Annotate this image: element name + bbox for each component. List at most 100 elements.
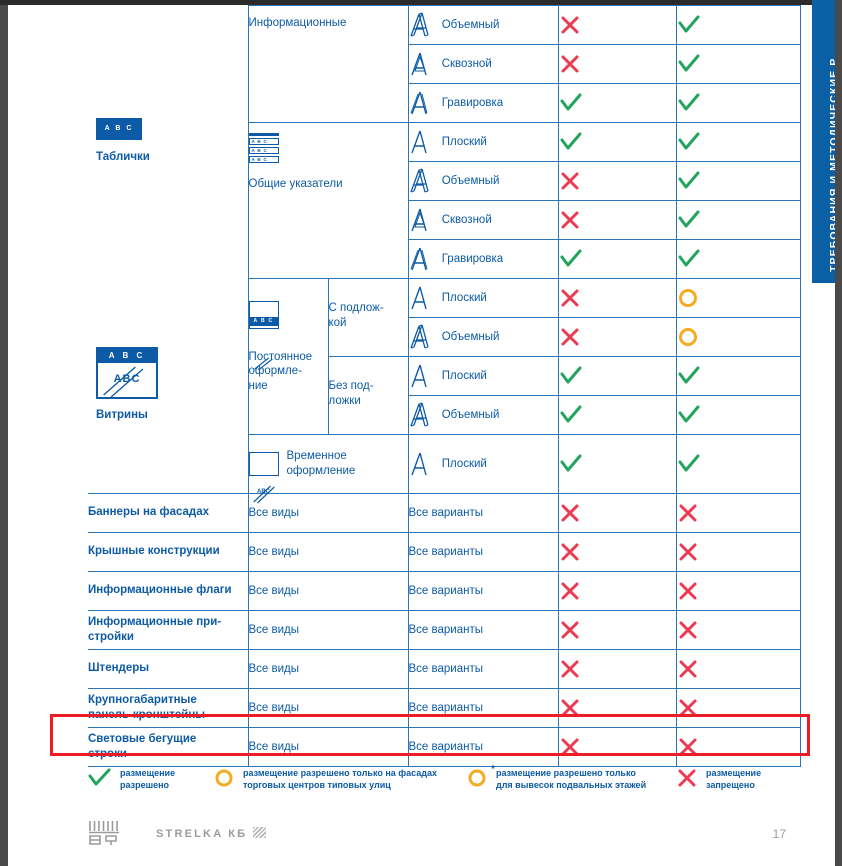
category-label: Таблички: [96, 150, 150, 163]
cross-red-icon: [676, 767, 698, 793]
mark-cell-col1: [557, 200, 677, 240]
group-cell-vremennoe: ABC Временное оформление: [247, 434, 409, 503]
letter-a-engraving-icon: [410, 247, 427, 271]
legend-label: размещение запрещено: [706, 768, 762, 791]
mark-cell-col2: [675, 317, 801, 357]
mark-cell-col1: [557, 570, 677, 611]
row-label: Баннеры на фасадах: [88, 492, 248, 533]
row-label: Информационные при- стройки: [88, 609, 248, 650]
technique-cell: Объемный: [407, 317, 559, 357]
cross-red-icon: [679, 699, 697, 716]
mark-cell-col2: [675, 122, 801, 162]
viewer-left-gutter: [0, 0, 8, 866]
technique-cell: Плоский: [407, 278, 559, 318]
technique-label: Плоский: [441, 370, 487, 382]
row-label: Световые бегущие строки: [88, 726, 248, 767]
mark-cell-col2: [675, 44, 801, 84]
mark-cell-col2: [675, 278, 801, 318]
check-green-icon: [678, 93, 700, 111]
document-page: A B C Таблички Информационные: [8, 5, 835, 866]
directory-icon: A B C A B C A B C: [248, 133, 279, 167]
check-green-icon: [560, 249, 582, 267]
mark-cell-col2: [675, 648, 801, 689]
slash-lines-icon: [252, 485, 275, 503]
table-row: Объемный: [88, 395, 801, 435]
table-row: A B C Таблички Информационные: [88, 5, 801, 279]
subgroup-cell-s-podlozhkoy: С подлож- кой: [327, 278, 409, 357]
showcase-abc-icon: A B C ABC: [96, 346, 158, 399]
cross-red-icon: [561, 582, 579, 599]
strelka-mark-icon: [253, 827, 267, 838]
row-label: Крупногабаритные панель-кронштейны: [88, 687, 248, 728]
mark-cell-col2: [675, 356, 801, 396]
check-green-icon: [678, 210, 700, 228]
technique-label: Сквозной: [441, 214, 492, 226]
check-green-icon: [678, 171, 700, 189]
mark-cell-col2: [675, 434, 801, 494]
slash-lines-icon: [103, 366, 144, 398]
cross-red-icon: [679, 660, 697, 677]
technique-label: Плоский: [441, 292, 487, 304]
row-kinds: Все виды: [247, 570, 409, 611]
technique-label: Объемный: [441, 409, 500, 421]
check-green-icon: [560, 405, 582, 423]
mark-cell-col1: [557, 531, 677, 572]
check-green-icon: [560, 132, 582, 150]
mark-cell-col2: [675, 5, 801, 45]
cross-red-icon: [561, 16, 579, 34]
cross-red-icon: [679, 504, 697, 521]
showcase-permanent-icon: A B C: [248, 301, 279, 370]
check-green-icon: [88, 767, 112, 793]
mark-cell-col1: [557, 44, 677, 84]
letter-a-volume-icon: [409, 168, 429, 193]
legend-item-conditional: размещение разрешено только на фасадах т…: [213, 767, 437, 793]
cross-red-icon: [561, 504, 579, 521]
legend-label: размещение разрешено: [120, 768, 176, 791]
letter-a-volume-icon: [409, 12, 429, 37]
viewer-top-chrome: [0, 0, 842, 5]
table-row: Информационные при- стройки Все виды Все…: [88, 609, 801, 650]
mark-cell-col1: [557, 278, 677, 318]
legend-item-conditional-basement: * размещение разрешено только для вывесо…: [466, 764, 646, 793]
circle-orange-icon: [213, 767, 235, 793]
legend-asterisk: *: [491, 764, 495, 775]
legend-item-denied: размещение запрещено: [676, 767, 761, 793]
technique-cell: Гравировка: [407, 83, 559, 123]
mark-cell-col2: [675, 687, 801, 728]
cross-red-icon: [561, 328, 579, 346]
group-label: Временное оформление: [286, 450, 356, 477]
table-row: Объемный: [88, 161, 801, 201]
group-cell-informacionnye: Информационные: [247, 5, 409, 123]
technique-cell: Объемный: [407, 395, 559, 435]
row-kinds: Все виды: [247, 531, 409, 572]
permissions-matrix: A B C Таблички Информационные: [88, 5, 801, 767]
mark-cell-col2: [675, 200, 801, 240]
mark-cell-col2: [675, 395, 801, 435]
table-row: Сквозной: [88, 44, 801, 84]
mark-cell-col1: [557, 356, 677, 396]
mark-cell-col1: [557, 122, 677, 162]
table-row: ABC Временное оформление: [88, 434, 801, 503]
mark-cell-col1: [557, 83, 677, 123]
cross-red-icon: [561, 172, 579, 190]
row-kinds: Все виды: [247, 687, 409, 728]
mark-cell-col1: [557, 726, 677, 767]
table-row: Объемный: [88, 317, 801, 357]
check-green-icon: [678, 54, 700, 72]
section-tab-requirements[interactable]: ТРЕБОВАНИЯ И МЕТОДИЧЕСКИЕ Р: [812, 0, 835, 283]
mark-cell-col1: [557, 434, 677, 494]
table-row: A B C A B C A B C Общие указатели Плоски…: [88, 122, 801, 279]
letter-a-flat-icon: [410, 452, 427, 475]
legend-item-allowed: размещение разрешено: [88, 767, 175, 793]
table-row: Баннеры на фасадах Все виды Все варианты: [88, 492, 801, 533]
technique-cell: Гравировка: [407, 239, 559, 279]
page-footer: STRELKA КБ 17: [88, 817, 808, 859]
mark-cell-col2: [675, 609, 801, 650]
check-green-icon: [678, 366, 700, 384]
circle-orange-icon: [678, 289, 697, 307]
circle-orange-star-icon: *: [466, 764, 495, 793]
technique-cell: Объемный: [407, 161, 559, 201]
check-green-icon: [678, 405, 700, 423]
technique-cell: Плоский: [407, 434, 559, 494]
technique-label: Гравировка: [441, 97, 504, 109]
